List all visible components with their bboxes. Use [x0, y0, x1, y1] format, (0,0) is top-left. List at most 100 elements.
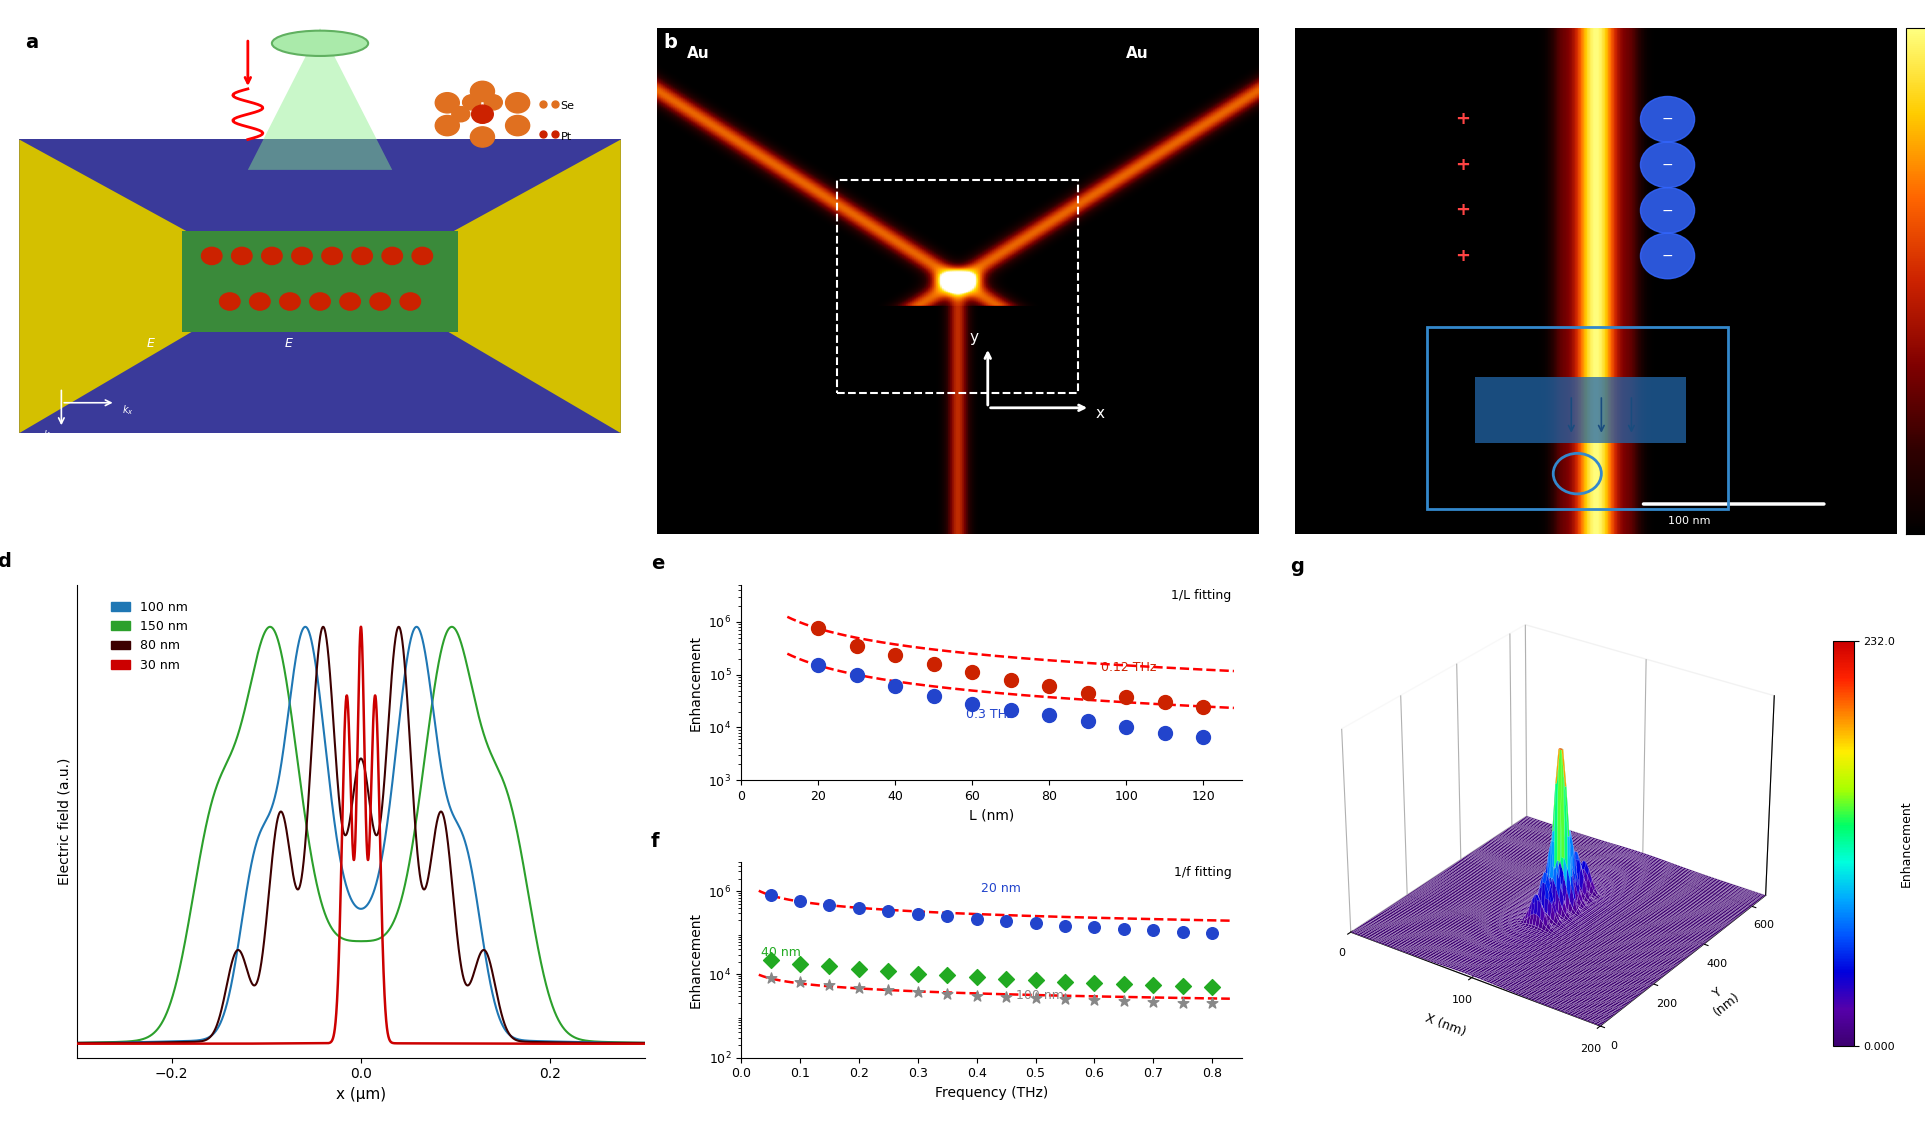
Point	[803, 620, 834, 638]
Text: d: d	[0, 552, 12, 570]
Text: −: −	[1661, 204, 1673, 217]
Point	[803, 656, 834, 674]
Polygon shape	[19, 140, 277, 433]
Text: Pt: Pt	[560, 132, 572, 142]
Text: a: a	[25, 33, 38, 52]
Point	[991, 912, 1022, 930]
Y-axis label: Enhancement: Enhancement	[689, 912, 703, 1008]
Point	[872, 962, 903, 980]
Text: $k_x$: $k_x$	[121, 403, 133, 416]
Polygon shape	[248, 28, 393, 170]
Point	[872, 981, 903, 999]
Text: Au: Au	[1126, 46, 1149, 62]
Point	[1197, 994, 1228, 1012]
Bar	[1475, 378, 1686, 443]
Text: b: b	[662, 33, 678, 52]
Point	[755, 886, 785, 904]
Text: 20 nm: 20 nm	[982, 882, 1022, 894]
Legend: 100 nm, 150 nm, 80 nm, 30 nm: 100 nm, 150 nm, 80 nm, 30 nm	[106, 596, 192, 677]
Text: x: x	[1095, 406, 1105, 421]
Bar	[1426, 326, 1729, 508]
Point	[843, 899, 874, 917]
Text: $k_y$: $k_y$	[42, 429, 56, 443]
Text: +: +	[1455, 246, 1471, 264]
Circle shape	[202, 248, 221, 264]
Bar	[19, 140, 620, 433]
Point	[1049, 917, 1080, 935]
Point	[1149, 693, 1180, 711]
Circle shape	[262, 248, 283, 264]
Text: g: g	[1290, 557, 1303, 576]
Text: +: +	[1455, 155, 1471, 173]
Circle shape	[310, 292, 331, 310]
Circle shape	[412, 248, 433, 264]
Text: 0.12 THz: 0.12 THz	[1101, 660, 1157, 674]
Point	[918, 686, 949, 704]
Point	[1138, 976, 1168, 994]
Point	[903, 964, 934, 982]
Point	[1167, 993, 1197, 1011]
Circle shape	[321, 248, 343, 264]
Circle shape	[435, 116, 460, 136]
Text: e: e	[651, 555, 664, 574]
Point	[932, 907, 962, 925]
Circle shape	[250, 292, 270, 310]
Y-axis label: Enhancement: Enhancement	[689, 634, 703, 730]
Circle shape	[470, 81, 495, 101]
Point	[1109, 920, 1140, 938]
Point	[1109, 992, 1140, 1010]
Point	[1049, 990, 1080, 1008]
Y-axis label: Enhancement: Enhancement	[1900, 801, 1913, 887]
Point	[1138, 992, 1168, 1010]
Circle shape	[219, 292, 241, 310]
Point	[1111, 687, 1142, 705]
Ellipse shape	[271, 30, 368, 56]
Circle shape	[462, 94, 481, 110]
X-axis label: X (nm): X (nm)	[1424, 1011, 1469, 1038]
Text: 0.3 THz: 0.3 THz	[966, 708, 1014, 721]
Point	[841, 637, 872, 655]
Point	[932, 966, 962, 984]
X-axis label: L (nm): L (nm)	[968, 809, 1014, 822]
Text: $E$: $E$	[146, 338, 156, 350]
Circle shape	[370, 292, 391, 310]
Point	[1197, 924, 1228, 942]
Circle shape	[381, 248, 402, 264]
Point	[1149, 723, 1180, 741]
Circle shape	[452, 107, 470, 122]
Point	[1197, 978, 1228, 996]
Circle shape	[293, 248, 312, 264]
Point	[957, 664, 988, 682]
Point	[1167, 922, 1197, 940]
Point	[1034, 706, 1065, 724]
Point	[880, 646, 911, 664]
Text: c: c	[1301, 33, 1313, 52]
Circle shape	[506, 116, 529, 136]
Point	[1111, 719, 1142, 737]
Circle shape	[485, 94, 502, 110]
Circle shape	[400, 292, 420, 310]
Point	[785, 955, 816, 973]
Y-axis label: Electric field (a.u.): Electric field (a.u.)	[58, 757, 71, 885]
Circle shape	[352, 248, 372, 264]
Point	[814, 976, 845, 994]
Circle shape	[435, 92, 460, 112]
Point	[1138, 921, 1168, 939]
Text: y: y	[970, 330, 978, 345]
Point	[755, 970, 785, 988]
Circle shape	[470, 127, 495, 147]
Polygon shape	[362, 140, 620, 433]
Point	[755, 951, 785, 969]
Point	[991, 988, 1022, 1006]
Text: $E$: $E$	[285, 338, 295, 350]
Text: Se: Se	[560, 101, 576, 111]
X-axis label: x (μm): x (μm)	[335, 1087, 387, 1101]
Point	[991, 970, 1022, 988]
Point	[1080, 918, 1111, 936]
Point	[1080, 974, 1111, 992]
Point	[995, 702, 1026, 720]
Point	[785, 891, 816, 909]
Bar	[837, 180, 1078, 393]
Point	[1167, 978, 1197, 996]
Circle shape	[279, 292, 300, 310]
